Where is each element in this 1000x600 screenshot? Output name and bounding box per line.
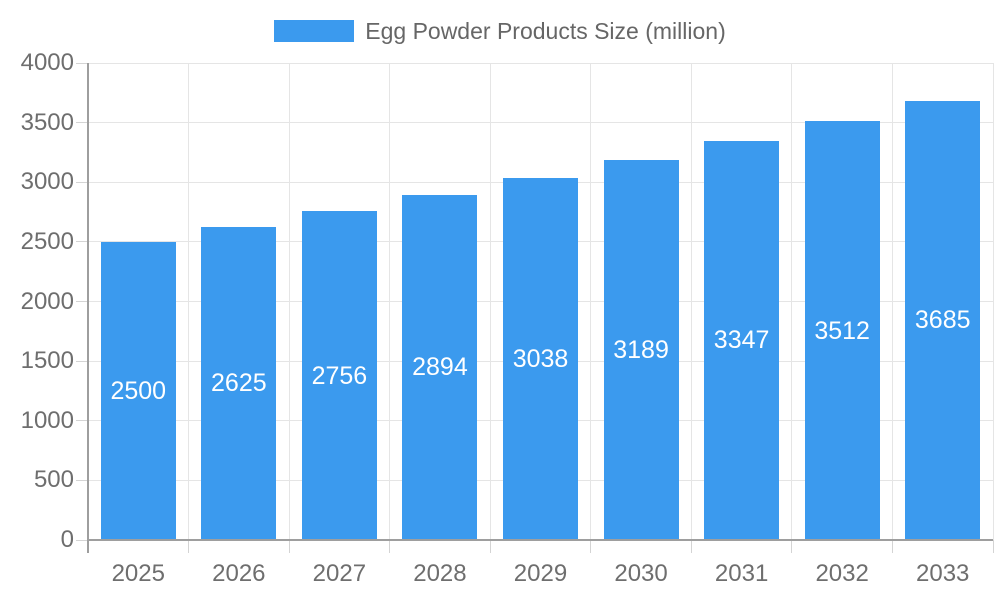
x-axis-label: 2030 xyxy=(614,560,668,587)
x-gridline xyxy=(288,63,290,540)
x-gridline xyxy=(590,63,592,540)
bar xyxy=(100,241,176,540)
y-tick xyxy=(76,241,88,243)
x-axis-label: 2027 xyxy=(312,560,367,587)
y-tick xyxy=(76,479,88,481)
y-tick xyxy=(76,539,88,541)
y-tick xyxy=(76,181,88,183)
y-tick xyxy=(76,62,88,64)
x-axis-line xyxy=(88,539,993,541)
bar xyxy=(402,194,478,540)
x-gridline xyxy=(992,63,994,540)
bar-value-label: 2894 xyxy=(412,353,468,382)
x-gridline xyxy=(690,63,692,540)
y-axis-label: 2500 xyxy=(20,227,74,255)
legend-label: Egg Powder Products Size (million) xyxy=(365,18,726,44)
bar xyxy=(201,226,277,540)
x-axis-label: 2033 xyxy=(916,560,970,587)
bar xyxy=(905,100,981,540)
bar xyxy=(301,211,377,540)
y-axis-label: 2000 xyxy=(20,287,74,315)
bar-value-label: 2625 xyxy=(211,369,267,398)
x-tick xyxy=(992,540,994,553)
x-tick xyxy=(590,540,592,553)
bar xyxy=(603,159,679,540)
x-axis-label: 2031 xyxy=(714,560,769,587)
x-tick xyxy=(489,540,491,553)
y-axis-label: 1500 xyxy=(20,347,74,375)
legend: Egg Powder Products Size (million) xyxy=(0,19,1000,43)
x-gridline xyxy=(791,63,793,540)
y-axis-label: 3000 xyxy=(20,168,74,196)
bar xyxy=(503,177,578,540)
x-axis-label: 2025 xyxy=(111,560,165,587)
x-axis-label: 2029 xyxy=(513,560,568,587)
y-tick xyxy=(76,301,88,302)
bar xyxy=(804,121,880,540)
y-tick xyxy=(76,420,88,422)
bar-value-label: 3038 xyxy=(512,344,569,373)
x-tick xyxy=(288,540,290,553)
bar-value-label: 3685 xyxy=(914,306,971,335)
x-axis-label: 2032 xyxy=(815,560,869,587)
legend-swatch xyxy=(274,20,355,42)
bar-value-label: 3347 xyxy=(713,326,770,355)
x-gridline xyxy=(489,63,491,540)
x-tick xyxy=(690,540,692,553)
x-tick xyxy=(389,540,391,553)
y-tick xyxy=(76,122,88,124)
x-tick xyxy=(791,540,793,553)
x-gridline xyxy=(891,63,893,540)
x-axis-label: 2026 xyxy=(212,560,266,587)
x-gridline xyxy=(188,63,190,540)
x-tick xyxy=(891,540,893,553)
y-axis-label: 1000 xyxy=(20,406,74,434)
y-axis-label: 3500 xyxy=(20,108,74,136)
x-axis-label: 2028 xyxy=(413,560,467,587)
y-axis-label: 500 xyxy=(33,466,74,494)
y-gridline xyxy=(88,122,993,124)
bar-value-label: 2500 xyxy=(110,376,167,405)
y-axis-line xyxy=(87,63,89,553)
y-axis-label: 0 xyxy=(60,526,74,553)
y-axis-label: 4000 xyxy=(20,49,74,76)
bar-value-label: 3189 xyxy=(613,335,669,364)
bar xyxy=(704,140,780,540)
bar-value-label: 3512 xyxy=(814,316,870,345)
x-gridline xyxy=(389,63,391,540)
y-tick xyxy=(76,360,88,362)
bar-value-label: 2756 xyxy=(311,361,368,390)
x-tick xyxy=(188,540,190,553)
y-gridline xyxy=(88,62,993,64)
